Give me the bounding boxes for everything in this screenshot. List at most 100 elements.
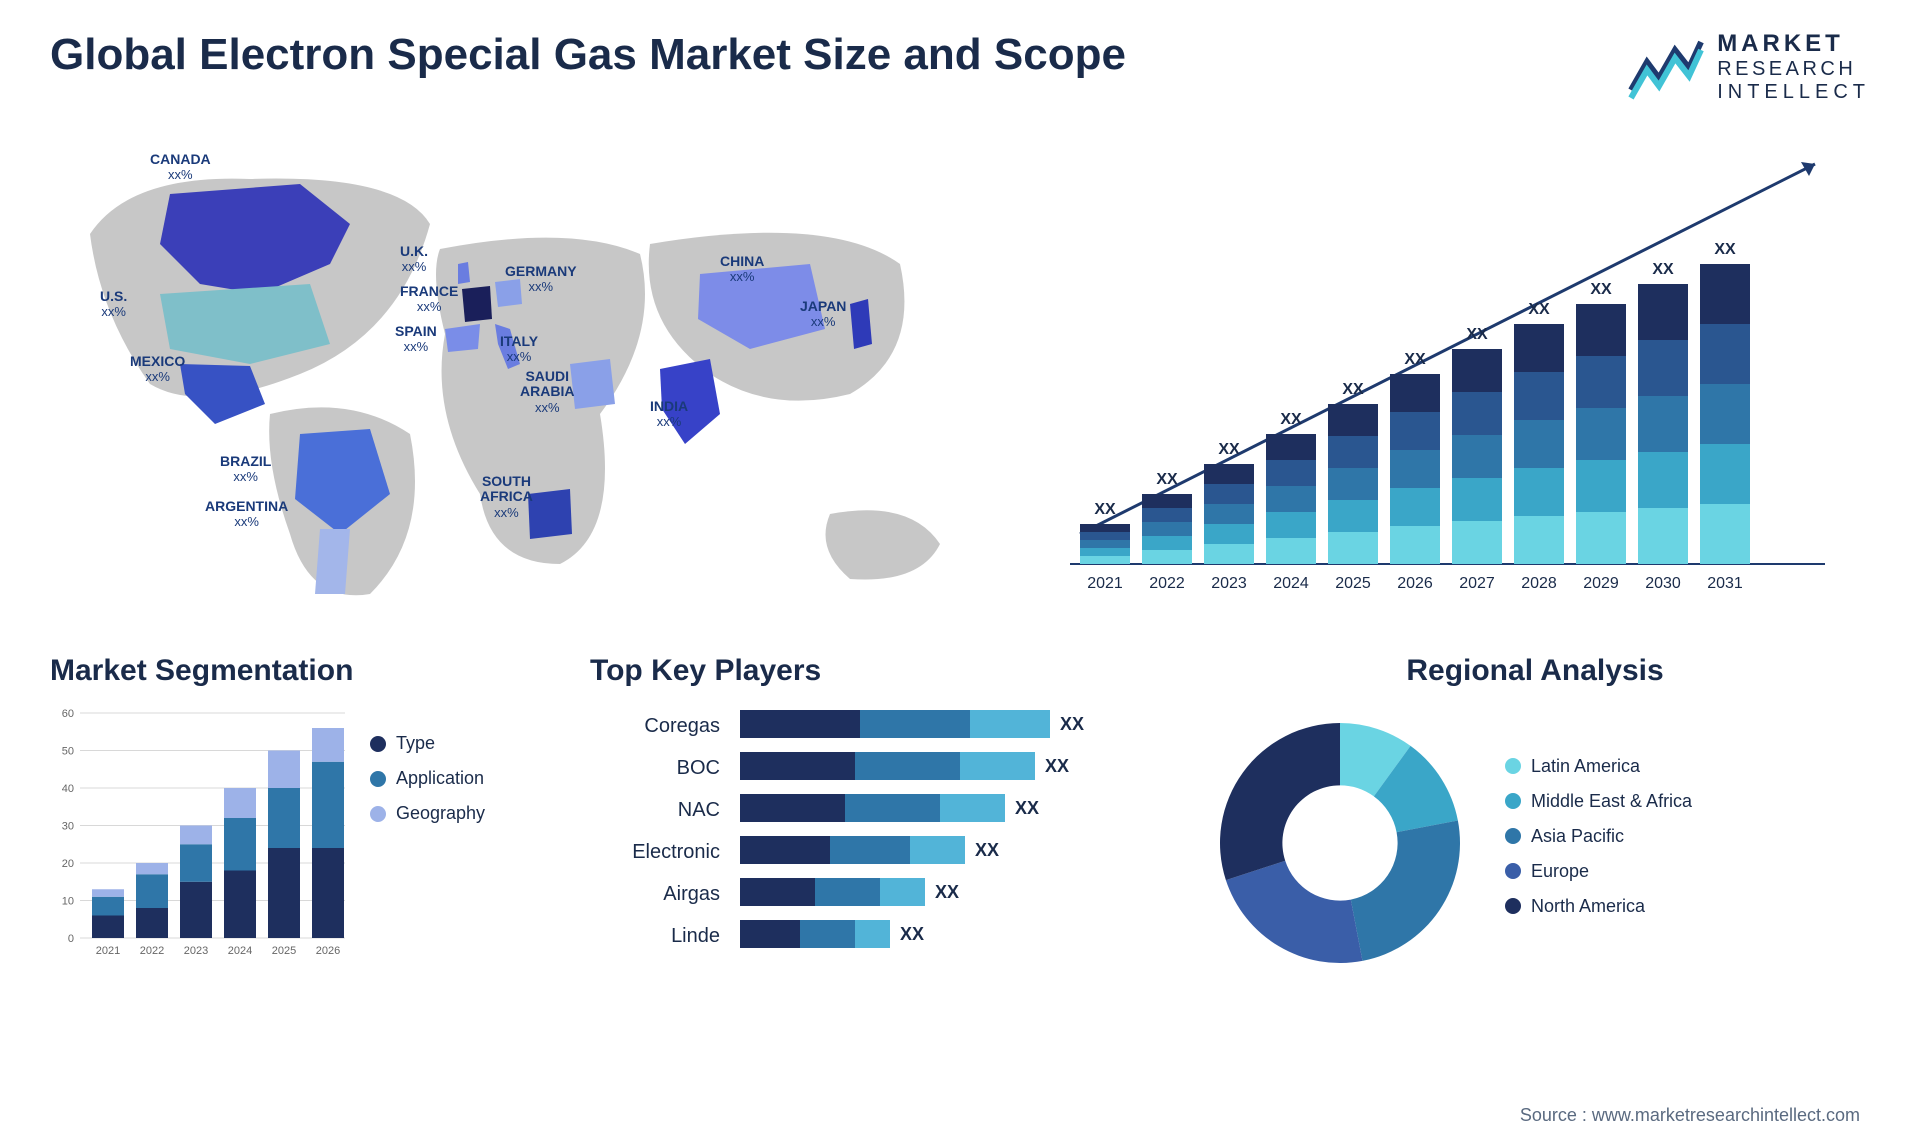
segmentation-panel: Market Segmentation 01020304050602021202… <box>50 654 550 983</box>
svg-text:2028: 2028 <box>1521 575 1557 592</box>
key-player-bar <box>740 794 1005 822</box>
svg-text:2024: 2024 <box>1273 575 1309 592</box>
map-label: GERMANYxx% <box>505 264 577 295</box>
key-player-bar <box>740 920 890 948</box>
key-player-bar-segment <box>970 710 1050 738</box>
key-player-name: Airgas <box>590 873 720 915</box>
legend-label: Application <box>396 768 484 789</box>
key-player-name: Linde <box>590 915 720 957</box>
source-attribution: Source : www.marketresearchintellect.com <box>1520 1105 1860 1126</box>
key-player-bar-segment <box>940 794 1005 822</box>
key-player-value: XX <box>1060 714 1084 735</box>
legend-swatch <box>370 806 386 822</box>
legend-swatch <box>370 771 386 787</box>
legend-label: Type <box>396 733 435 754</box>
legend-swatch <box>1505 898 1521 914</box>
key-player-bar-segment <box>910 836 965 864</box>
legend-item: Asia Pacific <box>1505 826 1870 847</box>
key-player-bar-segment <box>960 752 1035 780</box>
key-players-panel: Top Key Players CoregasBOCNACElectronicA… <box>590 654 1160 983</box>
key-player-name: Coregas <box>590 705 720 747</box>
svg-text:XX: XX <box>1218 441 1240 458</box>
legend-swatch <box>370 736 386 752</box>
growth-chart: XX2021XX2022XX2023XX2024XX2025XX2026XX20… <box>1010 134 1870 614</box>
key-player-row: XX <box>740 703 1160 745</box>
logo-line-2: RESEARCH <box>1717 58 1870 81</box>
regional-title: Regional Analysis <box>1200 654 1870 688</box>
key-player-value: XX <box>935 882 959 903</box>
map-label: INDIAxx% <box>650 399 688 430</box>
key-player-value: XX <box>900 924 924 945</box>
key-player-row: XX <box>740 787 1160 829</box>
segmentation-chart: 0102030405060202120222023202420252026 <box>50 703 350 963</box>
legend-swatch <box>1505 793 1521 809</box>
svg-text:2023: 2023 <box>184 945 208 957</box>
logo-line-1: MARKET <box>1717 30 1870 58</box>
key-player-name: NAC <box>590 789 720 831</box>
key-player-value: XX <box>975 840 999 861</box>
key-player-bar <box>740 836 965 864</box>
key-players-title: Top Key Players <box>590 654 1160 688</box>
key-player-bar-segment <box>740 794 845 822</box>
svg-text:60: 60 <box>62 708 74 720</box>
svg-text:XX: XX <box>1094 501 1116 518</box>
svg-text:2026: 2026 <box>1397 575 1433 592</box>
logo-icon <box>1627 32 1705 102</box>
key-player-row: XX <box>740 745 1160 787</box>
key-player-bar-segment <box>830 836 910 864</box>
legend-label: Latin America <box>1531 756 1640 777</box>
legend-label: North America <box>1531 896 1645 917</box>
key-player-bar-segment <box>740 878 815 906</box>
svg-text:2025: 2025 <box>1335 575 1371 592</box>
svg-text:30: 30 <box>62 821 74 833</box>
key-player-bar-segment <box>740 752 855 780</box>
legend-item: Application <box>370 768 550 789</box>
key-player-bar-segment <box>740 836 830 864</box>
legend-swatch <box>1505 828 1521 844</box>
svg-text:0: 0 <box>68 933 74 945</box>
svg-text:2024: 2024 <box>228 945 252 957</box>
legend-item: Latin America <box>1505 756 1870 777</box>
regional-legend: Latin AmericaMiddle East & AfricaAsia Pa… <box>1505 756 1870 931</box>
world-map-panel: CANADAxx%U.S.xx%MEXICOxx%BRAZILxx%ARGENT… <box>50 134 970 614</box>
key-player-bar-segment <box>740 710 860 738</box>
svg-text:2029: 2029 <box>1583 575 1619 592</box>
key-player-bar-segment <box>740 920 800 948</box>
legend-label: Europe <box>1531 861 1589 882</box>
key-player-bar <box>740 878 925 906</box>
svg-text:2023: 2023 <box>1211 575 1247 592</box>
svg-text:2022: 2022 <box>1149 575 1185 592</box>
legend-item: Europe <box>1505 861 1870 882</box>
map-label: BRAZILxx% <box>220 454 271 485</box>
svg-text:40: 40 <box>62 783 74 795</box>
svg-text:2031: 2031 <box>1707 575 1743 592</box>
growth-chart-panel: XX2021XX2022XX2023XX2024XX2025XX2026XX20… <box>1010 134 1870 614</box>
map-label: CANADAxx% <box>150 152 211 183</box>
key-player-row: XX <box>740 829 1160 871</box>
svg-text:XX: XX <box>1342 381 1364 398</box>
svg-text:2025: 2025 <box>272 945 296 957</box>
legend-swatch <box>1505 863 1521 879</box>
brand-logo: MARKET RESEARCH INTELLECT <box>1627 30 1870 104</box>
segmentation-title: Market Segmentation <box>50 654 550 688</box>
key-player-name: BOC <box>590 747 720 789</box>
svg-text:2022: 2022 <box>140 945 164 957</box>
page-title: Global Electron Special Gas Market Size … <box>50 30 1126 80</box>
map-label: SOUTHAFRICAxx% <box>480 474 533 520</box>
key-player-value: XX <box>1045 756 1069 777</box>
key-player-bar <box>740 752 1035 780</box>
svg-text:XX: XX <box>1466 326 1488 343</box>
svg-text:XX: XX <box>1280 411 1302 428</box>
svg-text:XX: XX <box>1528 301 1550 318</box>
key-player-bar-segment <box>855 752 960 780</box>
svg-text:2027: 2027 <box>1459 575 1495 592</box>
svg-text:2026: 2026 <box>316 945 340 957</box>
key-player-row: XX <box>740 871 1160 913</box>
map-label: U.K.xx% <box>400 244 428 275</box>
svg-text:2021: 2021 <box>96 945 120 957</box>
map-label: JAPANxx% <box>800 299 846 330</box>
svg-text:XX: XX <box>1590 281 1612 298</box>
legend-item: Type <box>370 733 550 754</box>
map-label: SPAINxx% <box>395 324 437 355</box>
map-label: ARGENTINAxx% <box>205 499 288 530</box>
